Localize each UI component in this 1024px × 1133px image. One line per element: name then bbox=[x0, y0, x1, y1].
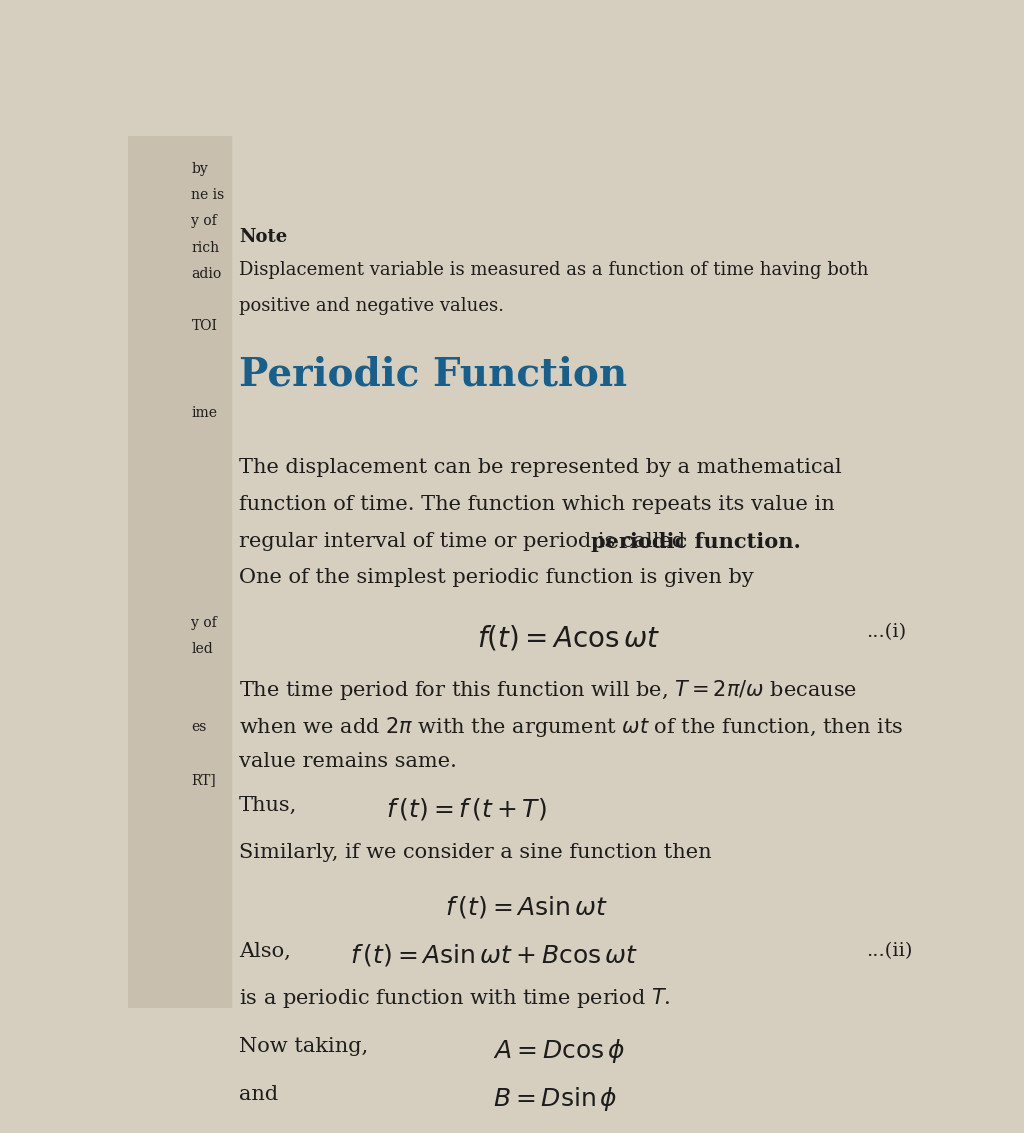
Text: $f\,(t) = A\sin\omega t + B\cos\omega t$: $f\,(t) = A\sin\omega t + B\cos\omega t$ bbox=[350, 942, 638, 968]
Text: led: led bbox=[191, 642, 213, 656]
Text: Note: Note bbox=[240, 228, 288, 246]
Text: TOI: TOI bbox=[191, 320, 217, 333]
Text: adio: adio bbox=[191, 266, 222, 281]
Text: rich: rich bbox=[191, 240, 219, 255]
Text: Displacement variable is measured as a function of time having both: Displacement variable is measured as a f… bbox=[240, 261, 868, 279]
Text: es: es bbox=[191, 721, 207, 734]
Text: function of time. The function which repeats its value in: function of time. The function which rep… bbox=[240, 495, 835, 514]
Text: One of the simplest periodic function is given by: One of the simplest periodic function is… bbox=[240, 569, 754, 587]
Text: is a periodic function with time period $T$.: is a periodic function with time period … bbox=[240, 986, 671, 1010]
Text: by: by bbox=[191, 162, 208, 176]
Text: RT]: RT] bbox=[191, 773, 216, 786]
Text: y of: y of bbox=[191, 214, 217, 229]
Text: The time period for this function will be, $T = 2\pi/\omega$ because: The time period for this function will b… bbox=[240, 679, 857, 702]
Text: and: and bbox=[240, 1085, 279, 1104]
Text: $B = D\sin\phi$: $B = D\sin\phi$ bbox=[494, 1085, 617, 1113]
Text: y of: y of bbox=[191, 616, 217, 630]
Text: positive and negative values.: positive and negative values. bbox=[240, 297, 504, 315]
Text: when we add $2\pi$ with the argument $\omega t$ of the function, then its: when we add $2\pi$ with the argument $\o… bbox=[240, 715, 903, 739]
Text: Similarly, if we consider a sine function then: Similarly, if we consider a sine functio… bbox=[240, 843, 712, 862]
Text: Thus,: Thus, bbox=[240, 795, 297, 815]
Text: value remains same.: value remains same. bbox=[240, 751, 457, 770]
Text: $f\,(t) = A\sin\omega t$: $f\,(t) = A\sin\omega t$ bbox=[445, 894, 609, 920]
Text: ne is: ne is bbox=[191, 188, 224, 203]
Text: Also,: Also, bbox=[240, 942, 291, 961]
Bar bbox=[128, 136, 231, 1008]
Text: ime: ime bbox=[191, 407, 217, 420]
Text: ...(i): ...(i) bbox=[866, 623, 906, 641]
Text: $f\,(t) = f\,(t + T)$: $f\,(t) = f\,(t + T)$ bbox=[386, 795, 547, 821]
Text: $f(t) = A\cos\omega t$: $f(t) = A\cos\omega t$ bbox=[477, 623, 660, 653]
Text: Periodic Function: Periodic Function bbox=[240, 356, 628, 394]
Text: regular interval of time or period is called: regular interval of time or period is ca… bbox=[240, 531, 692, 551]
Text: periodic function.: periodic function. bbox=[592, 531, 802, 552]
Text: $A = D\cos\phi$: $A = D\cos\phi$ bbox=[494, 1038, 626, 1065]
Text: Now taking,: Now taking, bbox=[240, 1038, 369, 1056]
Text: ...(ii): ...(ii) bbox=[866, 942, 912, 960]
Text: The displacement can be represented by a mathematical: The displacement can be represented by a… bbox=[240, 459, 842, 477]
